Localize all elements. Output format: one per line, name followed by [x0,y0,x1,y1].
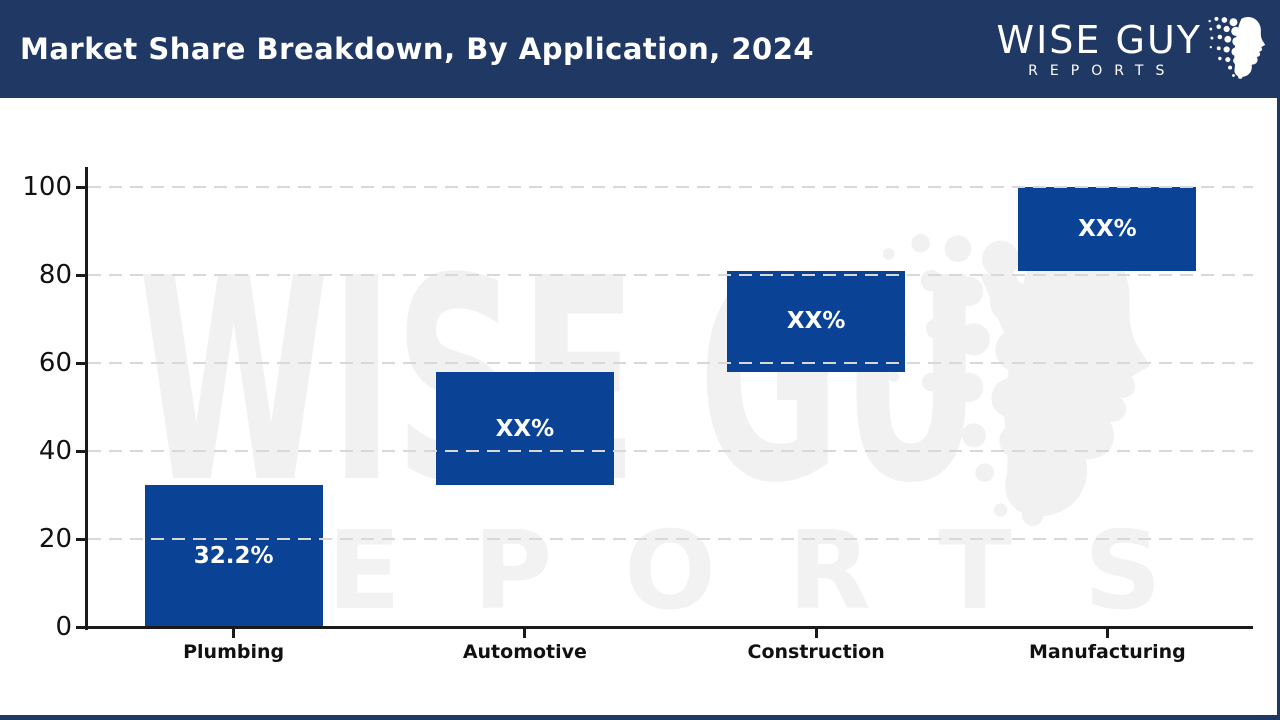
gridline-100 [88,186,1253,188]
x-tick-construction [814,629,818,638]
x-tick-label-automotive: Automotive [462,641,587,663]
bar-plumbing [144,485,323,627]
gridline-60 [88,362,1253,364]
y-tick-label-100: 100 [22,172,72,202]
x-tick-label-plumbing: Plumbing [183,641,285,663]
y-tick-40 [76,449,85,453]
y-tick-20 [76,537,85,541]
x-tick-plumbing [232,629,236,638]
bar-manufacturing [1018,187,1197,271]
watermark-subword: REPORTS [172,509,1234,634]
bar-construction [727,270,906,372]
y-axis-line [85,167,88,630]
y-tick-100 [76,185,85,189]
brand-wordmark: WISE GUY REPORTS [996,18,1202,79]
gridline-20 [88,538,1253,540]
brand-logo: WISE GUY REPORTS [997,6,1272,94]
brand-name: WISE GUY [996,18,1202,63]
brand-subname: REPORTS [1028,62,1177,79]
x-tick-automotive [523,629,527,638]
x-tick-manufacturing [1105,629,1109,638]
gridline-80 [88,274,1253,276]
bar-value-label: XX% [495,415,555,442]
x-tick-label-construction: Construction [747,641,885,663]
y-tick-label-0: 0 [55,612,72,642]
bar-value-label: XX% [1078,215,1137,242]
x-axis-line [85,626,1253,629]
y-tick-label-40: 40 [38,436,72,466]
header-bar: Market Share Breakdown, By Application, … [0,0,1280,98]
y-tick-label-20: 20 [38,524,72,554]
bar-value-label: 32.2% [193,543,274,570]
watermark-wordmark: WISE GUY [138,219,1108,545]
x-tick-label-manufacturing: Manufacturing [1029,641,1186,663]
dotted-head-icon [1204,13,1272,87]
bar-automotive [435,371,614,486]
y-tick-60 [76,361,85,365]
y-tick-80 [76,273,85,277]
frame-bottom-edge [0,715,1280,720]
gridline-40 [88,450,1253,452]
y-tick-0 [76,625,85,629]
y-tick-label-60: 60 [38,348,72,378]
y-tick-label-80: 80 [38,260,72,290]
frame-right-edge [1277,0,1280,720]
bar-value-label: XX% [786,308,846,335]
page-title: Market Share Breakdown, By Application, … [20,32,815,66]
